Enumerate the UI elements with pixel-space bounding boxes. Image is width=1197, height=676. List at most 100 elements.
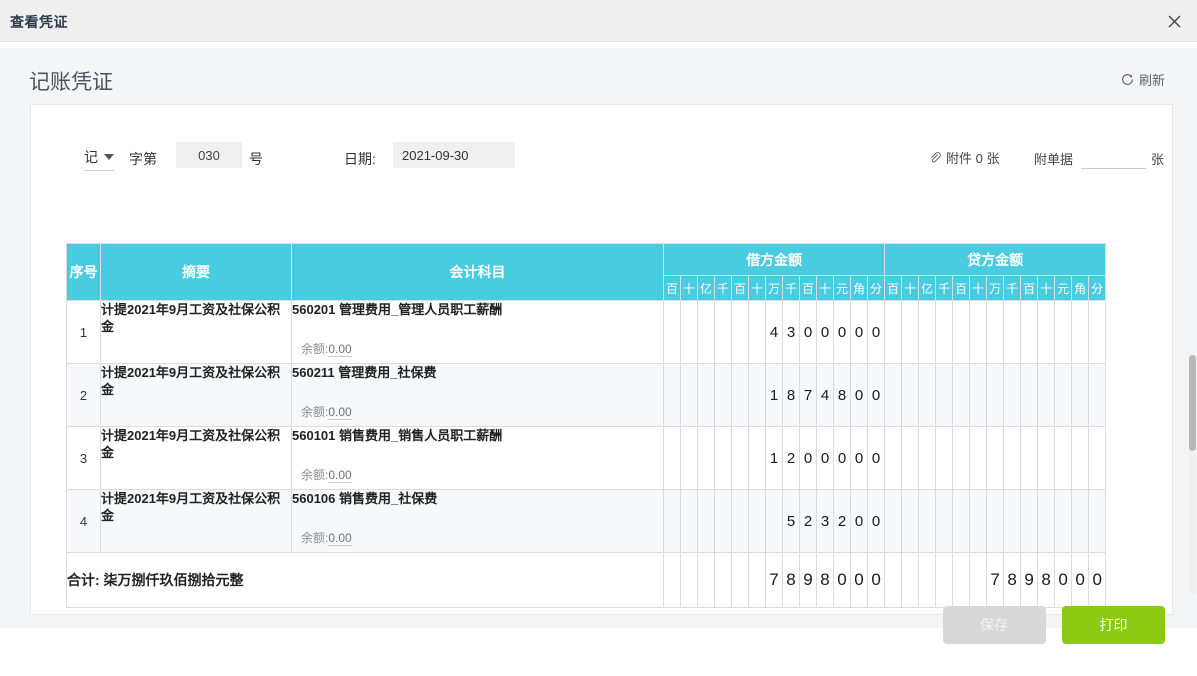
amount-digit-cell[interactable]: 0 xyxy=(833,300,851,364)
amount-digit-cell[interactable] xyxy=(969,489,988,553)
amount-digit-cell[interactable]: 0 xyxy=(799,300,817,364)
amount-digit-cell[interactable] xyxy=(1037,363,1056,427)
amount-digit-cell[interactable] xyxy=(697,363,715,427)
amount-digit-cell[interactable] xyxy=(969,426,988,490)
amount-digit-cell[interactable] xyxy=(884,300,903,364)
row-account-cell[interactable]: 560101 销售费用_销售人员职工薪酬 余额:0.00 xyxy=(291,426,664,490)
row-account-cell[interactable]: 560106 销售费用_社保费 余额:0.00 xyxy=(291,489,664,553)
amount-digit-cell[interactable] xyxy=(1088,363,1107,427)
amount-digit-cell[interactable] xyxy=(714,552,732,608)
amount-digit-cell[interactable] xyxy=(1054,426,1073,490)
amount-digit-cell[interactable]: 9 xyxy=(1020,552,1039,608)
table-scrollbar-thumb[interactable] xyxy=(1189,355,1196,451)
amount-digit-cell[interactable] xyxy=(918,363,937,427)
amount-digit-cell[interactable]: 0 xyxy=(833,426,851,490)
amount-digit-cell[interactable]: 2 xyxy=(799,489,817,553)
amount-digit-cell[interactable] xyxy=(697,552,715,608)
amount-digit-cell[interactable] xyxy=(697,300,715,364)
amount-digit-cell[interactable] xyxy=(935,489,954,553)
amount-digit-cell[interactable] xyxy=(1020,363,1039,427)
amount-digit-cell[interactable] xyxy=(731,363,749,427)
amount-digit-cell[interactable]: 8 xyxy=(816,552,834,608)
refresh-button[interactable]: 刷新 xyxy=(1121,70,1165,89)
amount-digit-cell[interactable] xyxy=(1088,426,1107,490)
row-account-cell[interactable]: 560211 管理费用_社保费 余额:0.00 xyxy=(291,363,664,427)
amount-digit-cell[interactable]: 0 xyxy=(850,489,868,553)
amount-digit-cell[interactable] xyxy=(1054,489,1073,553)
amount-digit-cell[interactable] xyxy=(901,552,920,608)
close-icon[interactable] xyxy=(1159,6,1189,36)
amount-digit-cell[interactable] xyxy=(663,552,681,608)
amount-digit-cell[interactable]: 7 xyxy=(986,552,1005,608)
voucher-kind-select[interactable]: 记 xyxy=(84,147,114,171)
amount-digit-cell[interactable] xyxy=(918,552,937,608)
amount-digit-cell[interactable] xyxy=(714,426,732,490)
bill-count-input[interactable] xyxy=(1081,145,1146,169)
amount-digit-cell[interactable]: 0 xyxy=(1071,552,1090,608)
amount-digit-cell[interactable] xyxy=(1071,363,1090,427)
amount-digit-cell[interactable] xyxy=(748,426,766,490)
amount-digit-cell[interactable]: 2 xyxy=(782,426,800,490)
amount-digit-cell[interactable] xyxy=(1020,300,1039,364)
amount-digit-cell[interactable] xyxy=(969,552,988,608)
amount-digit-cell[interactable]: 0 xyxy=(799,426,817,490)
amount-digit-cell[interactable] xyxy=(884,426,903,490)
amount-digit-cell[interactable] xyxy=(748,300,766,364)
attachment-button[interactable]: 附件 0 张 xyxy=(929,148,999,167)
amount-digit-cell[interactable] xyxy=(1037,489,1056,553)
table-row[interactable]: 3 计提2021年9月工资及社保公积金 560101 销售费用_销售人员职工薪酬 余额… xyxy=(66,426,1107,490)
amount-digit-cell[interactable] xyxy=(986,426,1005,490)
amount-digit-cell[interactable]: 0 xyxy=(866,300,886,364)
amount-digit-cell[interactable]: 0 xyxy=(1054,552,1073,608)
amount-digit-cell[interactable] xyxy=(935,426,954,490)
amount-digit-cell[interactable] xyxy=(952,363,971,427)
amount-digit-cell[interactable] xyxy=(935,552,954,608)
amount-digit-cell[interactable]: 9 xyxy=(799,552,817,608)
amount-digit-cell[interactable] xyxy=(952,552,971,608)
table-row[interactable]: 2 计提2021年9月工资及社保公积金 560211 管理费用_社保费 余额:0.00… xyxy=(66,363,1107,427)
amount-digit-cell[interactable]: 0 xyxy=(866,552,886,608)
amount-digit-cell[interactable] xyxy=(748,489,766,553)
amount-digit-cell[interactable]: 8 xyxy=(833,363,851,427)
amount-digit-cell[interactable] xyxy=(714,300,732,364)
amount-digit-cell[interactable] xyxy=(935,300,954,364)
amount-digit-cell[interactable] xyxy=(901,300,920,364)
amount-digit-cell[interactable] xyxy=(680,552,698,608)
amount-digit-cell[interactable] xyxy=(901,426,920,490)
amount-digit-cell[interactable]: 0 xyxy=(850,300,868,364)
amount-digit-cell[interactable] xyxy=(731,489,749,553)
amount-digit-cell[interactable] xyxy=(1088,300,1107,364)
date-input[interactable]: 2021-09-30 xyxy=(393,142,515,168)
amount-digit-cell[interactable] xyxy=(1071,489,1090,553)
amount-digit-cell[interactable] xyxy=(884,552,903,608)
amount-digit-cell[interactable] xyxy=(748,552,766,608)
amount-digit-cell[interactable]: 3 xyxy=(782,300,800,364)
amount-digit-cell[interactable] xyxy=(680,363,698,427)
row-summary[interactable]: 计提2021年9月工资及社保公积金 xyxy=(100,363,292,427)
amount-digit-cell[interactable] xyxy=(986,489,1005,553)
amount-digit-cell[interactable] xyxy=(1054,300,1073,364)
amount-digit-cell[interactable] xyxy=(884,489,903,553)
amount-digit-cell[interactable] xyxy=(731,552,749,608)
amount-digit-cell[interactable]: 0 xyxy=(866,363,886,427)
amount-digit-cell[interactable] xyxy=(952,300,971,364)
amount-digit-cell[interactable] xyxy=(1037,300,1056,364)
amount-digit-cell[interactable] xyxy=(1071,426,1090,490)
amount-digit-cell[interactable] xyxy=(1003,489,1022,553)
amount-digit-cell[interactable]: 8 xyxy=(782,552,800,608)
amount-digit-cell[interactable] xyxy=(731,300,749,364)
amount-digit-cell[interactable] xyxy=(731,426,749,490)
amount-digit-cell[interactable] xyxy=(918,489,937,553)
amount-digit-cell[interactable] xyxy=(680,300,698,364)
table-scrollbar-track[interactable] xyxy=(1189,355,1196,595)
amount-digit-cell[interactable] xyxy=(697,426,715,490)
amount-digit-cell[interactable]: 0 xyxy=(850,363,868,427)
row-summary[interactable]: 计提2021年9月工资及社保公积金 xyxy=(100,426,292,490)
amount-digit-cell[interactable] xyxy=(918,300,937,364)
amount-digit-cell[interactable] xyxy=(884,363,903,427)
amount-digit-cell[interactable]: 0 xyxy=(866,426,886,490)
amount-digit-cell[interactable]: 7 xyxy=(765,552,783,608)
amount-digit-cell[interactable]: 0 xyxy=(816,426,834,490)
amount-digit-cell[interactable]: 1 xyxy=(765,363,783,427)
amount-digit-cell[interactable]: 8 xyxy=(1003,552,1022,608)
